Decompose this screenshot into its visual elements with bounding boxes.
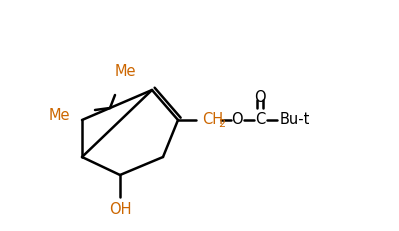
- Text: Bu-t: Bu-t: [280, 112, 310, 128]
- Text: O: O: [231, 112, 243, 128]
- Text: O: O: [254, 89, 266, 104]
- Text: C: C: [255, 112, 265, 128]
- Text: Me: Me: [114, 64, 136, 79]
- Text: 2: 2: [218, 119, 225, 129]
- Text: Me: Me: [49, 107, 70, 122]
- Text: OH: OH: [109, 203, 131, 218]
- Text: CH: CH: [202, 112, 223, 128]
